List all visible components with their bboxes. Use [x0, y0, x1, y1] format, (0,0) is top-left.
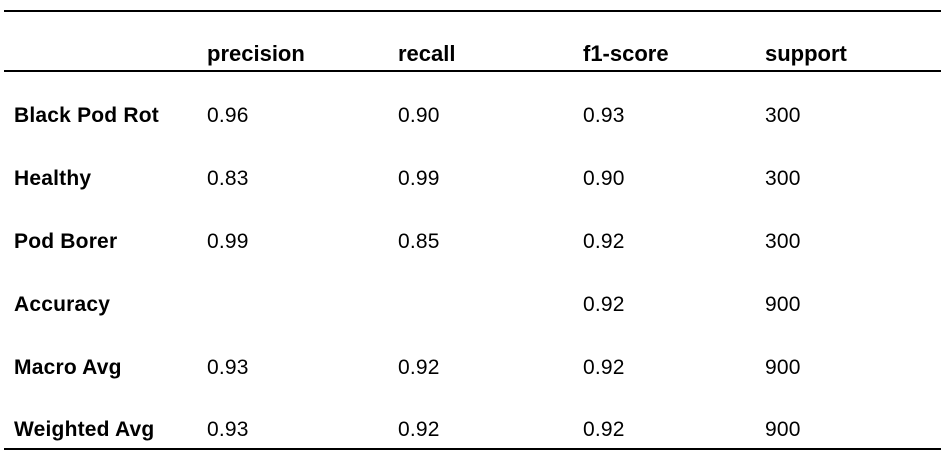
cell-support: 900 — [765, 355, 801, 379]
cell-precision: 0.83 — [207, 166, 249, 190]
row-label: Black Pod Rot — [14, 104, 159, 127]
header-cell-empty — [4, 11, 207, 71]
cell-recall: 0.85 — [398, 229, 440, 253]
row-label: Healthy — [14, 166, 92, 190]
row-label: Pod Borer — [14, 229, 118, 253]
cell-support: 900 — [765, 292, 801, 316]
precision-header-label: precision — [207, 41, 305, 66]
header-cell-support: support — [765, 11, 941, 71]
cell-support: 300 — [765, 104, 801, 127]
recall-header-label: recall — [398, 41, 456, 66]
cell-f1-score: 0.92 — [583, 418, 625, 441]
cell-recall: 0.90 — [398, 104, 440, 127]
cell-recall: 0.99 — [398, 166, 440, 190]
table-row-macro-avg: Macro Avg 0.93 0.92 0.92 900 — [4, 323, 941, 386]
classification-report-table: precision recall f1-score support Black … — [4, 10, 941, 450]
support-header-label: support — [765, 41, 847, 66]
f1-score-header-label: f1-score — [583, 41, 669, 66]
cell-precision — [207, 260, 398, 323]
row-label: Weighted Avg — [14, 418, 155, 441]
cell-support: 900 — [765, 418, 801, 441]
table-row-healthy: Healthy 0.83 0.99 0.90 300 — [4, 134, 941, 197]
cell-f1-score: 0.92 — [583, 229, 625, 253]
cell-recall — [398, 260, 583, 323]
cell-precision: 0.93 — [207, 355, 249, 379]
cell-support: 300 — [765, 229, 801, 253]
cell-f1-score: 0.92 — [583, 292, 625, 316]
table-body: Black Pod Rot 0.96 0.90 0.93 300 Healthy… — [4, 71, 941, 449]
cell-precision: 0.93 — [207, 418, 249, 441]
cell-f1-score: 0.93 — [583, 104, 625, 127]
cell-f1-score: 0.90 — [583, 166, 625, 190]
header-cell-precision: precision — [207, 11, 398, 71]
cell-recall: 0.92 — [398, 355, 440, 379]
cell-recall: 0.92 — [398, 418, 440, 441]
header-cell-f1-score: f1-score — [583, 11, 765, 71]
cell-support: 300 — [765, 166, 801, 190]
header-row: precision recall f1-score support — [4, 11, 941, 71]
table-row-black-pod-rot: Black Pod Rot 0.96 0.90 0.93 300 — [4, 71, 941, 134]
table-row-accuracy: Accuracy 0.92 900 — [4, 260, 941, 323]
row-label: Accuracy — [14, 292, 111, 316]
table-row-pod-borer: Pod Borer 0.99 0.85 0.92 300 — [4, 197, 941, 260]
row-label: Macro Avg — [14, 355, 122, 379]
header-cell-recall: recall — [398, 11, 583, 71]
cell-f1-score: 0.92 — [583, 355, 625, 379]
table-row-weighted-avg: Weighted Avg 0.93 0.92 0.92 900 — [4, 386, 941, 449]
table-header: precision recall f1-score support — [4, 11, 941, 71]
cell-precision: 0.99 — [207, 229, 249, 253]
cell-precision: 0.96 — [207, 104, 249, 127]
